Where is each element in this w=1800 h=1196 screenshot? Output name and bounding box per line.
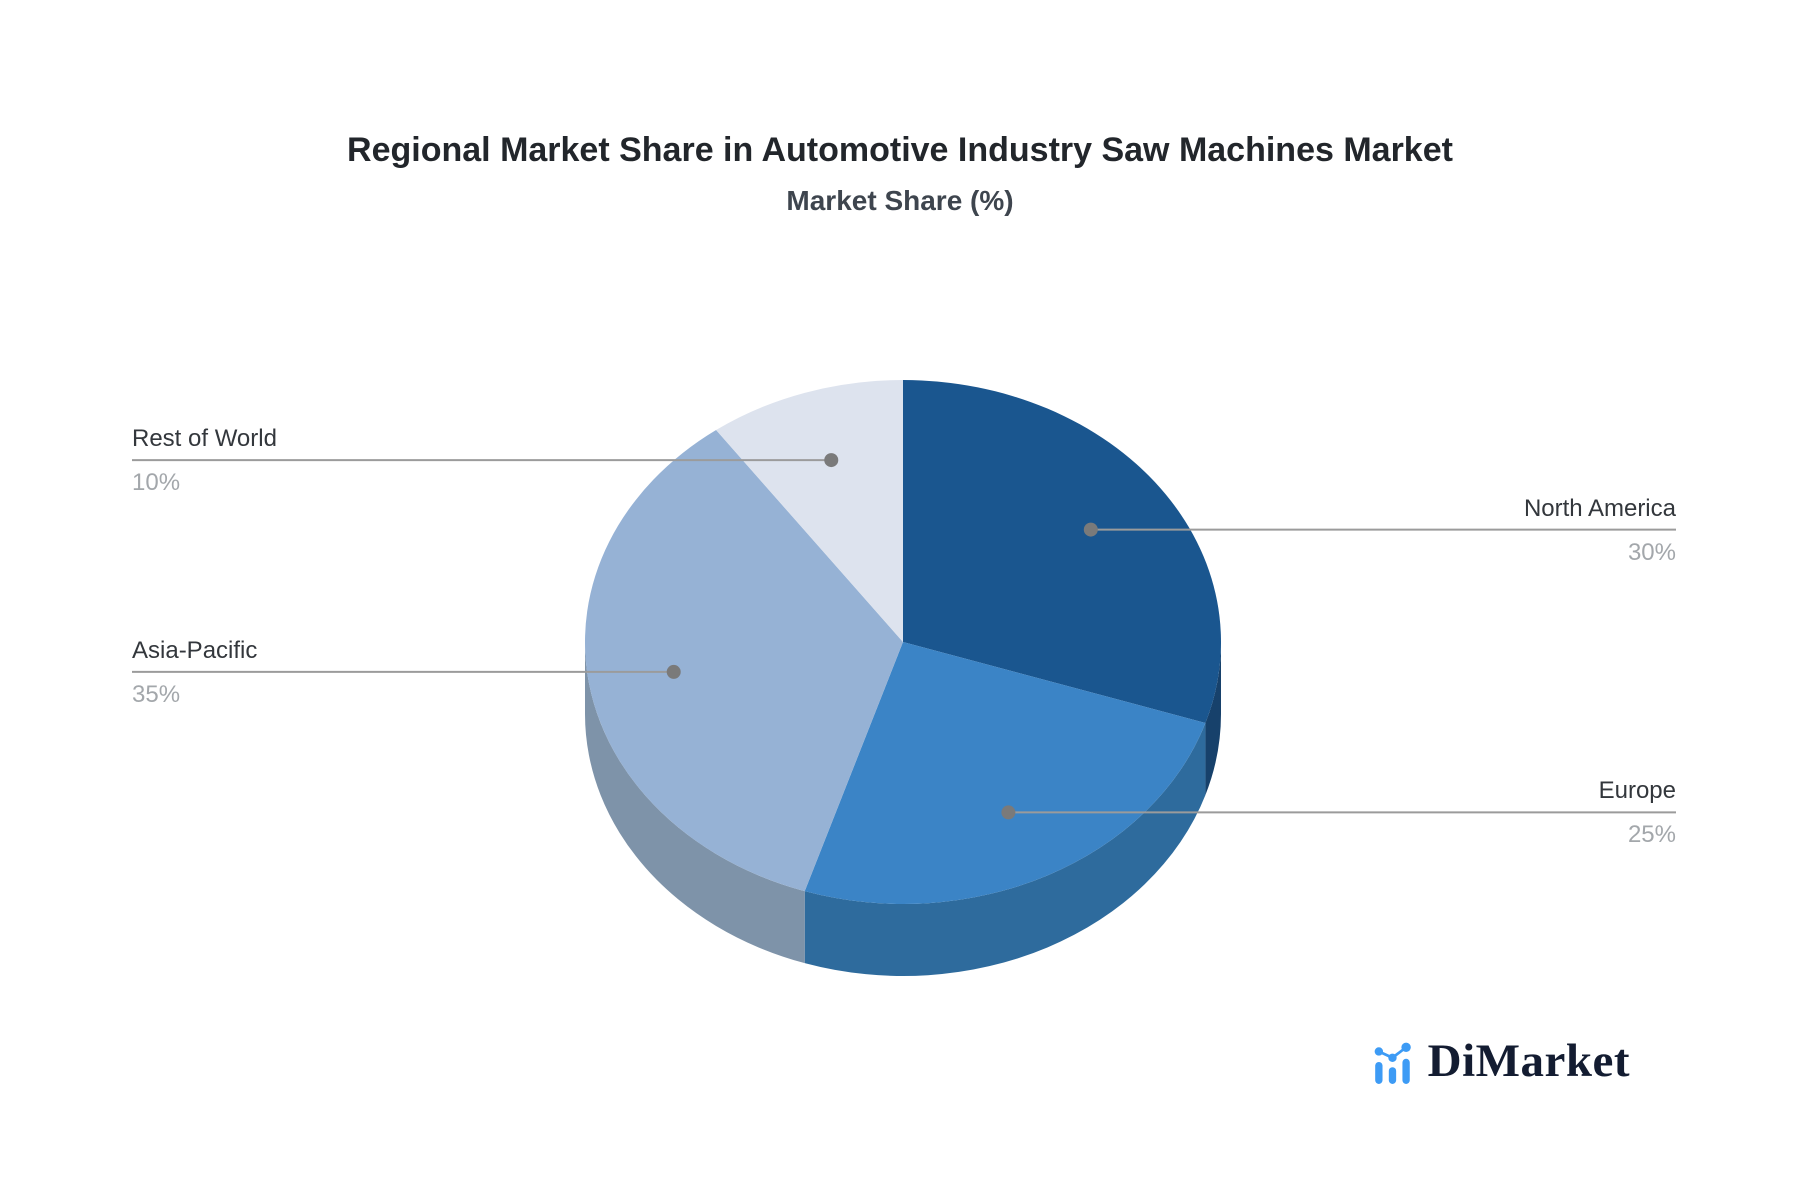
chart-header: Regional Market Share in Automotive Indu… [0, 130, 1800, 217]
pie-slice-rest-of-world[interactable] [716, 380, 903, 642]
bar-line-chart-icon [1374, 1042, 1411, 1084]
leader-dot [1001, 805, 1016, 820]
pie-slice-europe[interactable] [804, 642, 1206, 904]
chart-title: Regional Market Share in Automotive Indu… [347, 131, 1453, 169]
slice-percent-north-america: 30% [1627, 538, 1676, 566]
chart-subtitle: Market Share (%) [786, 184, 1014, 216]
slice-label-rest-of-world: Rest of World [132, 425, 277, 453]
slice-label-north-america: North America [1523, 494, 1676, 522]
pie-slice-side-north-america [1205, 642, 1221, 795]
slice-label-europe: Europe [1598, 777, 1676, 805]
slice-percent-europe: 25% [1627, 821, 1676, 849]
pie-slice-side-asia-pacific [585, 642, 805, 964]
leader-dot [666, 664, 681, 679]
slice-percent-rest-of-world: 10% [132, 469, 181, 497]
leader-dot [1083, 522, 1098, 537]
brand-wordmark: DiMarket [1427, 1035, 1630, 1087]
pie-slice-asia-pacific[interactable] [585, 430, 903, 892]
brand-logo: DiMarket [1371, 1038, 1630, 1085]
pie-slice-side-europe [804, 722, 1206, 976]
pie-slice-north-america[interactable] [903, 380, 1221, 723]
slice-percent-asia-pacific: 35% [132, 680, 181, 708]
slice-label-asia-pacific: Asia-Pacific [132, 636, 258, 664]
leader-dot [824, 453, 839, 468]
